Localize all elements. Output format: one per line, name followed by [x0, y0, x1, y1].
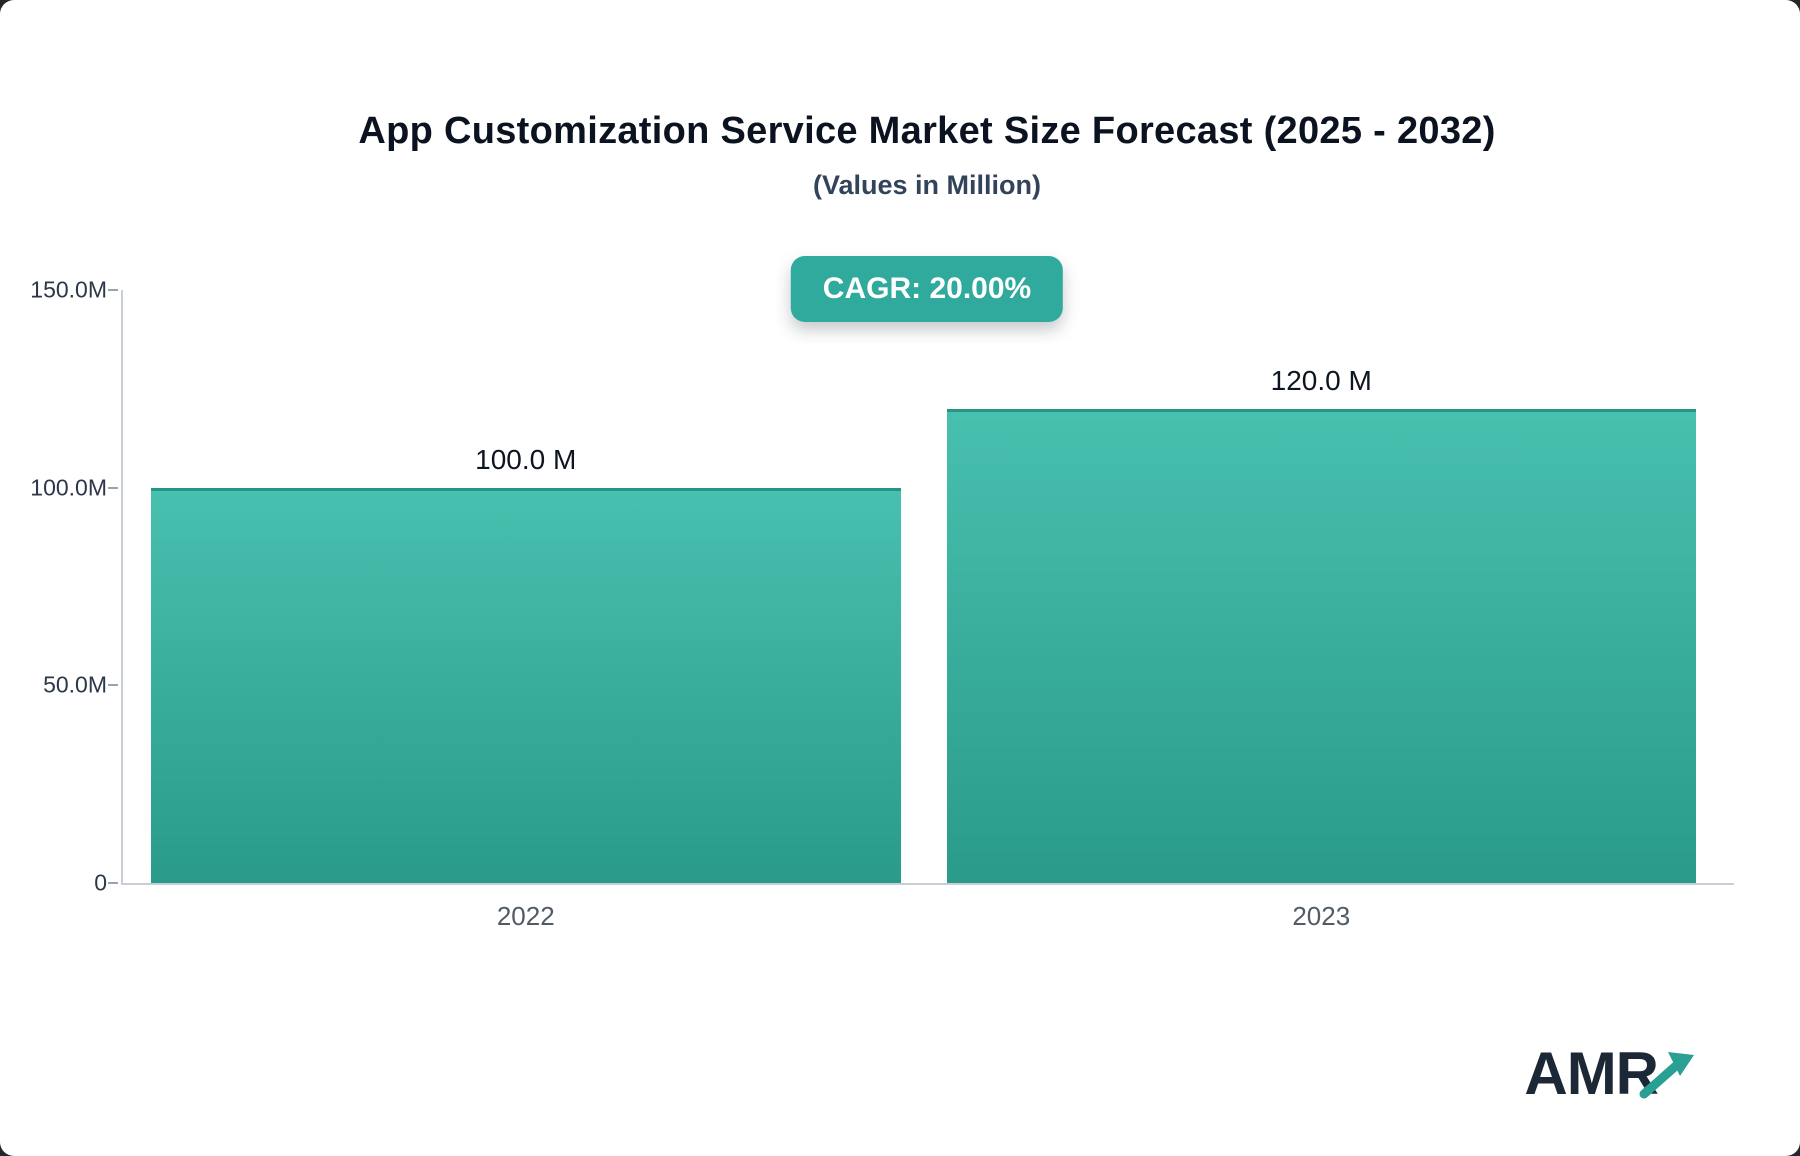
y-axis-tick-mark — [108, 486, 118, 489]
amr-logo-text: AMR — [1524, 1040, 1659, 1107]
y-axis-tick-label: 150.0M — [30, 276, 107, 303]
y-axis-tick-label: 100.0M — [30, 474, 107, 501]
y-axis-tick-label: 50.0M — [43, 671, 107, 698]
x-axis-label: 2022 — [496, 901, 555, 931]
plot-area: 150.0M 100.0M 50.0M 0 100.0 M 2022 120.0 M 2023 — [30, 277, 1734, 931]
chart-subtitle: (Values in Million) — [812, 170, 1042, 200]
y-axis-tick-mark — [108, 882, 118, 884]
cagr-badge: CAGR: 20.00% — [790, 256, 1064, 322]
growth-arrow-icon — [1639, 1052, 1694, 1099]
bar-value-label: 120.0 M — [1270, 364, 1372, 396]
y-axis-tick-label: 0 — [94, 869, 107, 896]
y-axis-tick-mark — [108, 684, 118, 687]
y-axis-tick-mark — [108, 289, 118, 291]
chart-title: App Customization Service Market Size Fo… — [358, 110, 1496, 152]
bar-2023 — [946, 408, 1696, 883]
bar-2022 — [151, 487, 901, 883]
bar-value-label: 100.0 M — [475, 443, 577, 475]
amr-logo: AMR — [1524, 1044, 1700, 1104]
x-axis-label: 2023 — [1292, 901, 1351, 931]
